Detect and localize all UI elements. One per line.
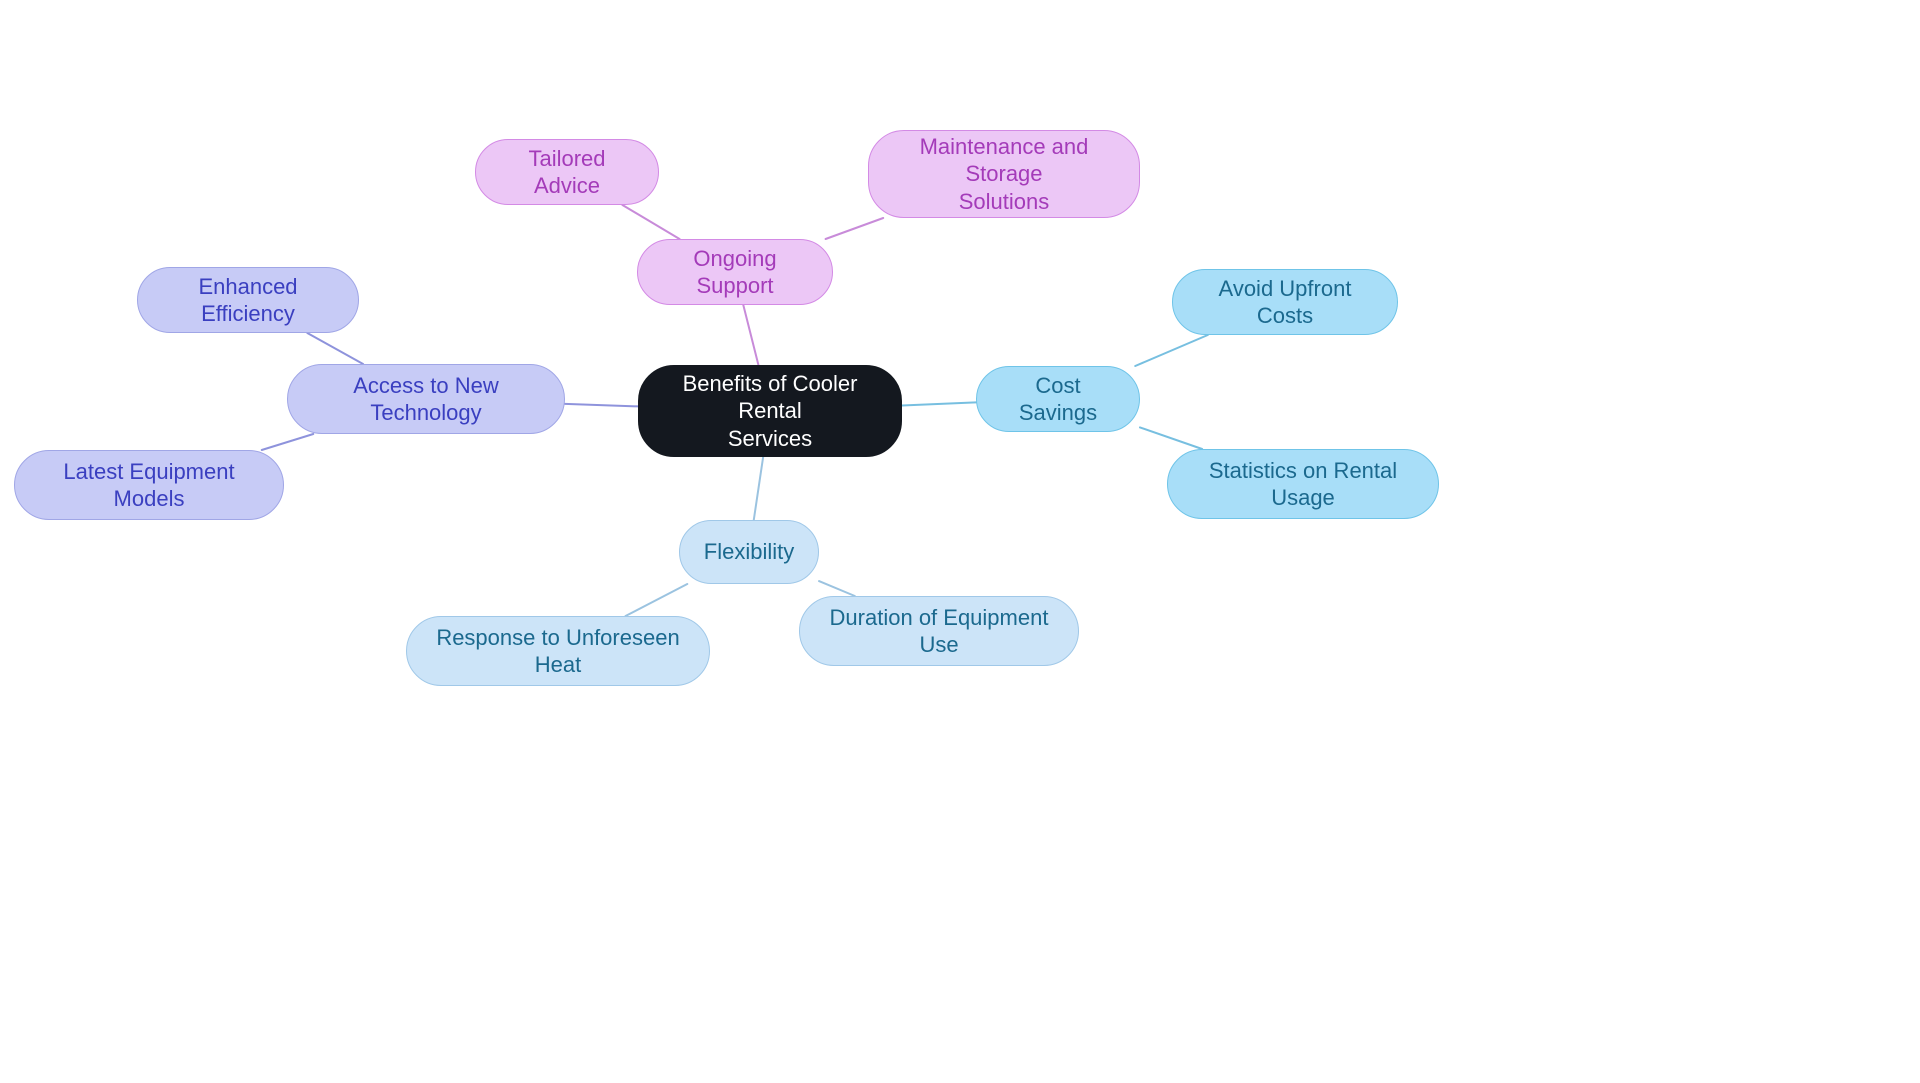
node-label: Tailored Advice bbox=[504, 145, 630, 200]
edge-ongoing-support-maintenance-storage bbox=[826, 218, 884, 239]
node-label: Flexibility bbox=[704, 538, 794, 566]
node-tailored-advice: Tailored Advice bbox=[475, 139, 659, 205]
node-ongoing-support: Ongoing Support bbox=[637, 239, 833, 305]
edge-flexibility-response-heat bbox=[626, 584, 688, 616]
node-cost-savings: Cost Savings bbox=[976, 366, 1140, 432]
edge-cost-savings-statistics-rental bbox=[1140, 427, 1202, 449]
edge-ongoing-support-tailored-advice bbox=[622, 205, 679, 239]
node-center: Benefits of Cooler RentalServices bbox=[638, 365, 902, 457]
edge-flexibility-duration-use bbox=[819, 581, 855, 596]
edge-center-access-tech bbox=[565, 404, 638, 407]
node-label: Duration of Equipment Use bbox=[828, 604, 1050, 659]
node-response-heat: Response to Unforeseen Heat bbox=[406, 616, 710, 686]
node-access-tech: Access to New Technology bbox=[287, 364, 565, 434]
edge-center-flexibility bbox=[754, 457, 763, 520]
node-label: Latest Equipment Models bbox=[43, 458, 255, 513]
node-label: Maintenance and StorageSolutions bbox=[897, 133, 1111, 216]
node-maintenance-storage: Maintenance and StorageSolutions bbox=[868, 130, 1140, 218]
node-label: Avoid Upfront Costs bbox=[1201, 275, 1369, 330]
edge-access-tech-latest-models bbox=[262, 434, 314, 450]
node-statistics-rental: Statistics on Rental Usage bbox=[1167, 449, 1439, 519]
mindmap-canvas: Benefits of Cooler RentalServices Ongoing… bbox=[0, 0, 1920, 1083]
node-label: Benefits of Cooler RentalServices bbox=[667, 370, 873, 453]
edge-center-ongoing-support bbox=[743, 305, 758, 365]
edge-cost-savings-avoid-upfront bbox=[1135, 335, 1208, 366]
node-label: Ongoing Support bbox=[666, 245, 804, 300]
node-enhanced-efficiency: Enhanced Efficiency bbox=[137, 267, 359, 333]
node-label: Response to Unforeseen Heat bbox=[435, 624, 681, 679]
node-latest-models: Latest Equipment Models bbox=[14, 450, 284, 520]
edge-center-cost-savings bbox=[902, 402, 976, 405]
node-flexibility: Flexibility bbox=[679, 520, 819, 584]
node-avoid-upfront: Avoid Upfront Costs bbox=[1172, 269, 1398, 335]
edge-access-tech-enhanced-efficiency bbox=[307, 333, 363, 364]
node-label: Enhanced Efficiency bbox=[166, 273, 330, 328]
node-label: Access to New Technology bbox=[316, 372, 536, 427]
node-label: Statistics on Rental Usage bbox=[1196, 457, 1410, 512]
node-duration-use: Duration of Equipment Use bbox=[799, 596, 1079, 666]
node-label: Cost Savings bbox=[1005, 372, 1111, 427]
